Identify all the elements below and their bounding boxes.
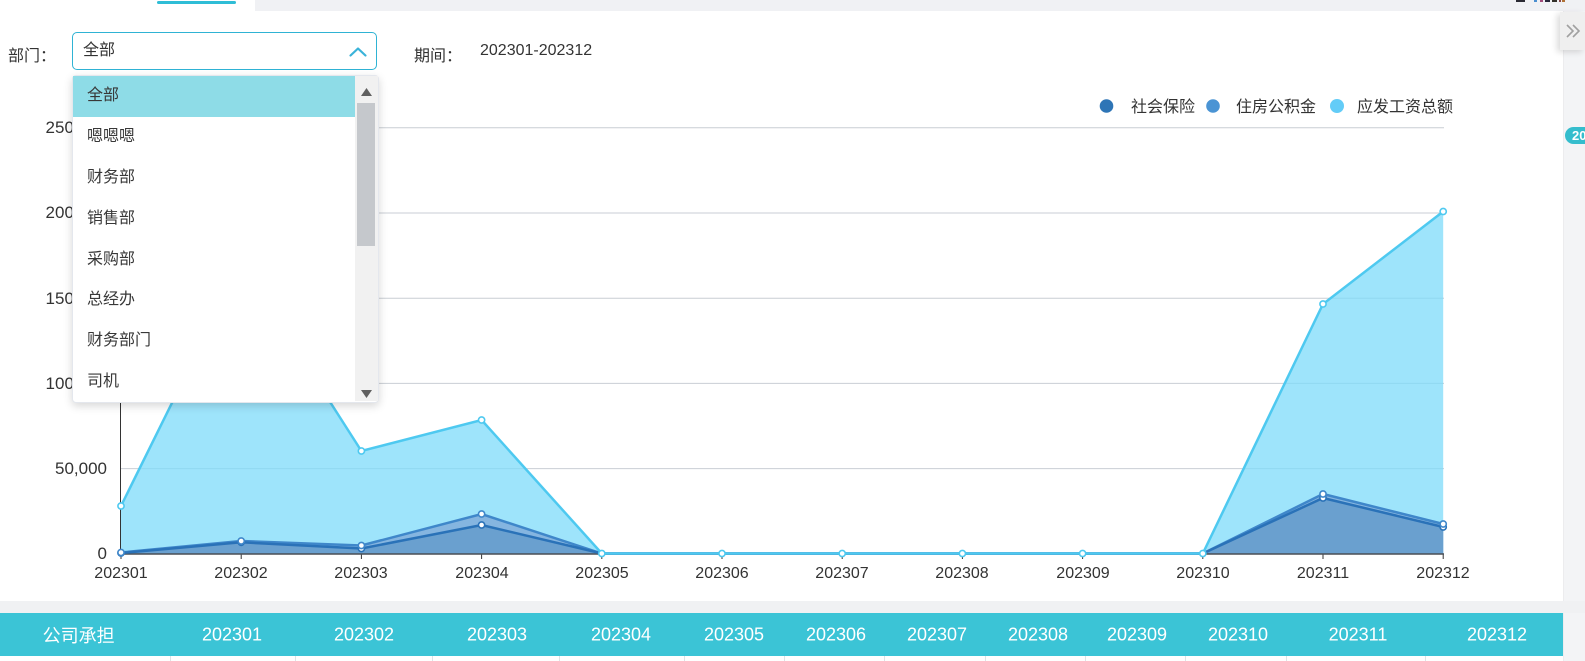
svg-text:应发工资总额: 应发工资总额 <box>1357 97 1453 116</box>
svg-text:202301: 202301 <box>94 565 147 582</box>
svg-text:202305: 202305 <box>575 565 628 582</box>
svg-text:202304: 202304 <box>455 565 508 582</box>
svg-text:202309: 202309 <box>1056 565 1109 582</box>
svg-text:202306: 202306 <box>695 565 748 582</box>
svg-text:0: 0 <box>98 544 107 563</box>
svg-text:202310: 202310 <box>1176 565 1229 582</box>
svg-text:202308: 202308 <box>935 565 988 582</box>
svg-text:202303: 202303 <box>334 565 387 582</box>
svg-text:社会保险: 社会保险 <box>1131 98 1195 116</box>
svg-text:202307: 202307 <box>815 565 868 582</box>
svg-text:202302: 202302 <box>214 565 267 582</box>
svg-text:50,000: 50,000 <box>55 459 107 478</box>
svg-text:202312: 202312 <box>1416 565 1469 582</box>
svg-text:住房公积金: 住房公积金 <box>1236 98 1316 116</box>
svg-text:202311: 202311 <box>1297 565 1349 582</box>
